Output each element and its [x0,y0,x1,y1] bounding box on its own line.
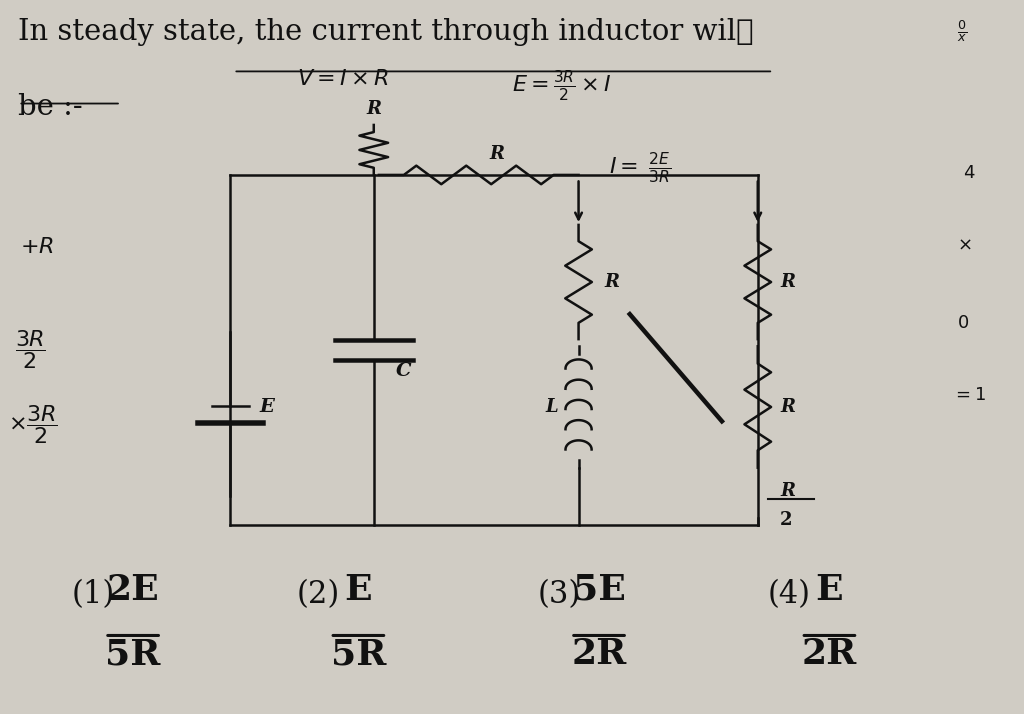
Text: 2E: 2E [106,573,160,607]
Text: E: E [345,573,372,607]
Text: In steady state, the current through inductor wilℓ: In steady state, the current through ind… [18,18,754,46]
Text: C: C [396,362,412,381]
Text: R: R [489,145,504,164]
Text: R: R [367,100,381,119]
Text: $\times\dfrac{3R}{2}$: $\times\dfrac{3R}{2}$ [8,403,57,446]
Text: $+R$: $+R$ [20,236,54,258]
Text: (1): (1) [72,580,115,610]
Text: L: L [546,398,558,416]
Text: $4$: $4$ [963,164,975,182]
Text: $= 1$: $= 1$ [952,386,986,403]
Text: (3): (3) [538,580,581,610]
Text: $\frac{0}{x}$: $\frac{0}{x}$ [957,18,968,44]
Text: 5R: 5R [331,637,386,671]
Text: be :-: be :- [18,93,83,121]
Text: 2: 2 [780,511,793,528]
Text: $I = \;\frac{2E}{3R}$: $I = \;\frac{2E}{3R}$ [609,150,672,185]
Text: 5R: 5R [105,637,161,671]
Text: (2): (2) [297,580,340,610]
Text: 2R: 2R [802,637,857,671]
Text: E: E [816,573,843,607]
Text: $V = I \times R$: $V = I \times R$ [297,68,389,90]
Text: 5E: 5E [572,573,626,607]
Text: R: R [780,273,796,291]
Text: R: R [780,482,796,500]
Text: (4): (4) [768,580,811,610]
Text: $\dfrac{3R}{2}$: $\dfrac{3R}{2}$ [15,328,46,371]
Text: $0$: $0$ [957,314,970,332]
Text: $\times$: $\times$ [957,236,972,253]
Text: R: R [780,398,796,416]
Text: E: E [259,398,274,416]
Text: R: R [604,273,620,291]
Text: 2R: 2R [571,637,627,671]
Text: $E=\frac{3R}{2}\times I$: $E=\frac{3R}{2}\times I$ [512,68,611,103]
